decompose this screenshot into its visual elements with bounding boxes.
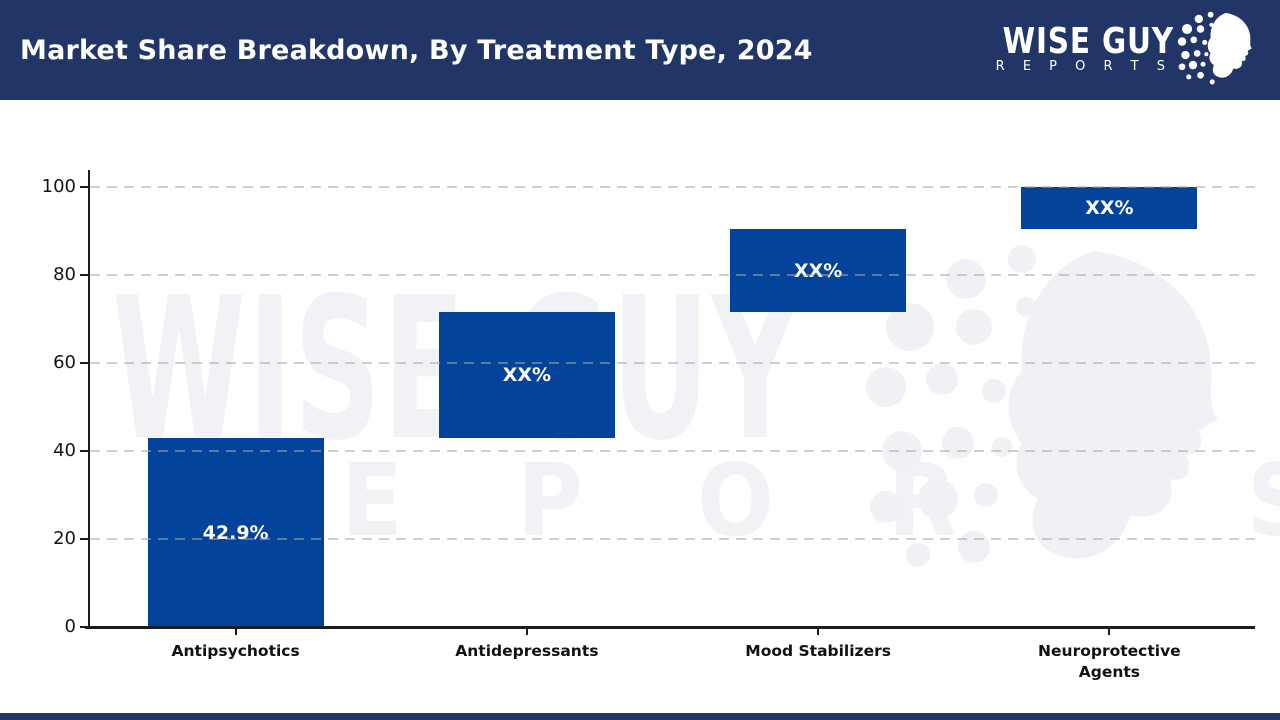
bar-value-label: 42.9%: [202, 521, 269, 544]
gridline-60: [90, 362, 1255, 364]
x-tick-2: [817, 629, 820, 635]
bar-antidepressants: XX%: [438, 312, 615, 439]
x-tick-3: [1108, 629, 1111, 635]
y-tick-label-40: 40: [53, 440, 76, 461]
category-label-1: Antidepressants: [455, 642, 599, 660]
bar-value-label: XX%: [1085, 196, 1134, 219]
chart-title: Market Share Breakdown, By Treatment Typ…: [20, 34, 813, 66]
category-label-0: Antipsychotics: [171, 642, 300, 660]
category-label-2: Mood Stabilizers: [745, 642, 891, 660]
y-tick-20: [80, 538, 88, 540]
bar-neuroprotective-agents: XX%: [1021, 187, 1198, 229]
category-label-3: Neuroprotective Agents: [1038, 642, 1181, 681]
y-tick-label-80: 80: [53, 264, 76, 285]
footer-bar: [0, 713, 1280, 720]
y-axis-line: [88, 170, 90, 629]
brand-logo-text: WISE GUY R E P O R T S: [965, 21, 1174, 75]
x-tick-1: [525, 629, 528, 635]
y-tick-80: [80, 274, 88, 276]
brand-subname: R E P O R T S: [995, 59, 1172, 74]
gridline-80: [90, 274, 1255, 276]
bar-mood-stabilizers: XX%: [730, 228, 907, 313]
gridline-20: [90, 538, 1255, 540]
gridline-100: [90, 186, 1255, 188]
bar-value-label: XX%: [793, 259, 843, 282]
y-tick-label-60: 60: [53, 352, 76, 373]
y-tick-0: [80, 626, 88, 628]
brand-name: WISE GUY: [1002, 21, 1174, 62]
gridline-40: [90, 450, 1255, 452]
chart-canvas: WISE GUY R E P O R T S 0 20 40 60 80 100 42.9%…: [0, 100, 1280, 713]
y-tick-100: [80, 186, 88, 188]
y-tick-label-100: 100: [41, 176, 76, 197]
y-tick-label-20: 20: [53, 528, 76, 549]
brand-logo: WISE GUY R E P O R T S: [965, 6, 1262, 94]
y-tick-60: [80, 362, 88, 364]
y-tick-40: [80, 450, 88, 452]
x-tick-0: [234, 629, 237, 635]
bar-antipsychotics: 42.9%: [147, 438, 324, 627]
head-profile-icon: [1177, 11, 1252, 85]
bar-value-label: XX%: [502, 364, 552, 387]
header-bar: Market Share Breakdown, By Treatment Typ…: [0, 0, 1280, 100]
x-axis-line: [85, 626, 1255, 629]
watermark-head-icon: [866, 245, 1218, 567]
y-tick-label-0: 0: [64, 616, 76, 637]
